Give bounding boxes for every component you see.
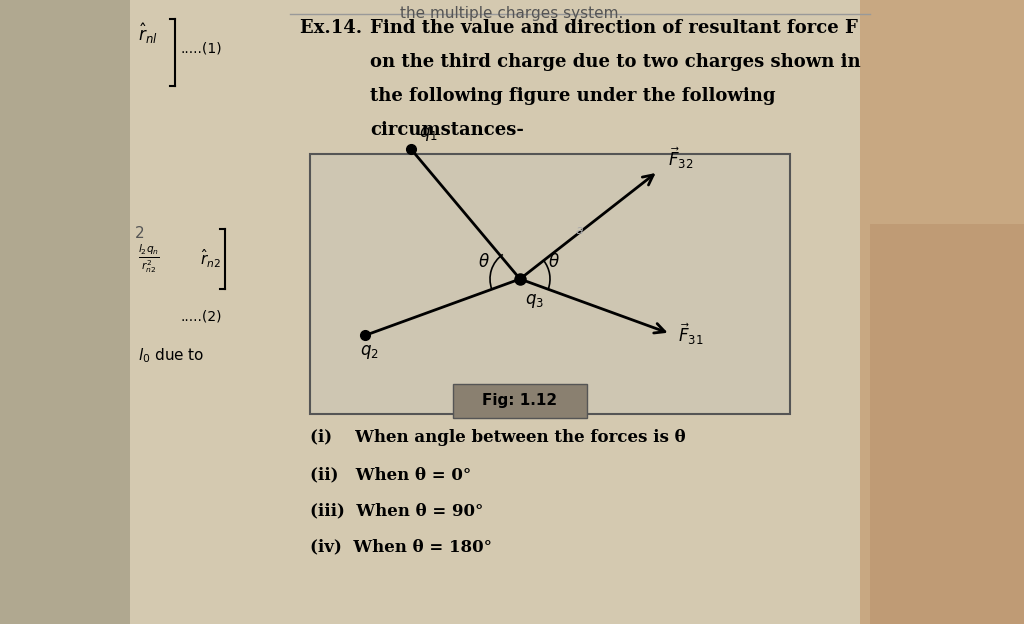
Text: $\vec{F}_{31}$: $\vec{F}_{31}$	[678, 321, 703, 347]
Text: $q_2$: $q_2$	[360, 343, 379, 361]
Text: Find the value and direction of resultant force F: Find the value and direction of resultan…	[370, 19, 858, 37]
FancyBboxPatch shape	[860, 0, 1024, 624]
Text: (iv)  When θ = 180°: (iv) When θ = 180°	[310, 538, 492, 555]
Text: $q_3$: $q_3$	[525, 292, 544, 310]
Text: $\theta$: $\theta$	[548, 253, 560, 271]
Text: (i)    When angle between the forces is θ: (i) When angle between the forces is θ	[310, 429, 686, 446]
FancyBboxPatch shape	[870, 224, 1024, 624]
Text: 2: 2	[135, 227, 144, 241]
Text: on the third charge due to two charges shown in: on the third charge due to two charges s…	[370, 53, 860, 71]
FancyBboxPatch shape	[453, 384, 587, 418]
Text: .....(1): .....(1)	[180, 42, 221, 56]
Text: Ex.14.: Ex.14.	[300, 19, 369, 37]
Text: $\theta$: $\theta$	[478, 253, 489, 271]
Text: (ii)   When θ = 0°: (ii) When θ = 0°	[310, 466, 471, 483]
Text: (iii)  When θ = 90°: (iii) When θ = 90°	[310, 502, 483, 519]
Text: $\frac{l_2 q_n}{r_{n2}^2}$: $\frac{l_2 q_n}{r_{n2}^2}$	[138, 243, 160, 275]
Text: Fig: 1.12: Fig: 1.12	[482, 394, 557, 409]
FancyBboxPatch shape	[130, 0, 870, 624]
Text: .....(2): .....(2)	[180, 309, 221, 323]
Text: $\hat{r}_{n2}$: $\hat{r}_{n2}$	[200, 248, 221, 270]
Text: $l_0$ due to: $l_0$ due to	[138, 347, 205, 365]
Text: the multiple charges system.: the multiple charges system.	[400, 6, 624, 21]
Text: $\vec{F}_{32}$: $\vec{F}_{32}$	[668, 146, 693, 171]
Text: the following figure under the following: the following figure under the following	[370, 87, 775, 105]
Bar	[310, 154, 790, 414]
Text: $\hat{r}_{nl}$: $\hat{r}_{nl}$	[138, 21, 158, 46]
Text: $q_1$: $q_1$	[419, 125, 437, 143]
Text: circumstances-: circumstances-	[370, 121, 524, 139]
Text: a: a	[575, 224, 583, 237]
